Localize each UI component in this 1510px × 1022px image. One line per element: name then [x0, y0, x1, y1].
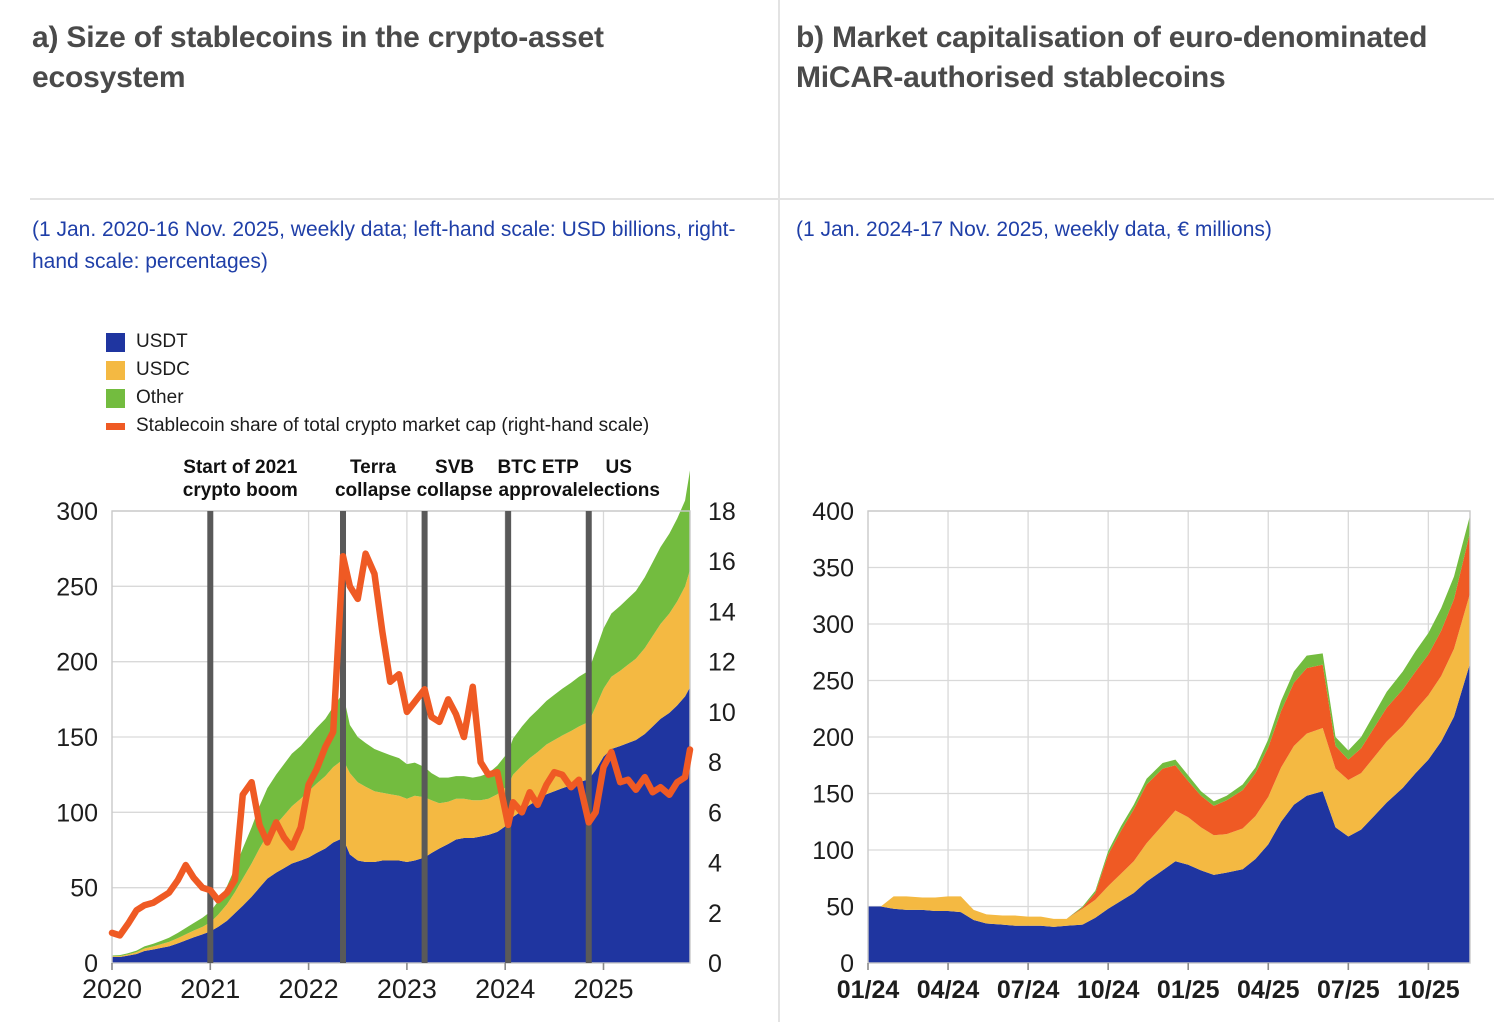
- svg-text:10: 10: [708, 699, 736, 727]
- panel-b-title: b) Market capitalisation of euro-denomin…: [796, 21, 1428, 94]
- legend-item: USDC: [106, 358, 649, 382]
- svg-text:50: 50: [826, 894, 854, 922]
- svg-text:0: 0: [840, 950, 854, 978]
- svg-text:200: 200: [56, 649, 98, 677]
- svg-text:collapse: collapse: [335, 480, 411, 501]
- legend-label-usdc: USDC: [136, 359, 190, 380]
- svg-text:crypto boom: crypto boom: [183, 480, 298, 501]
- svg-text:Start of 2021: Start of 2021: [183, 457, 297, 478]
- panel-a-chart: 0 50 100 150 200 250 300 0 2 4 6 8 10 12 14 16 18 2020 202…: [56, 457, 736, 1004]
- svg-text:8: 8: [708, 749, 722, 777]
- svg-text:300: 300: [56, 498, 98, 526]
- svg-text:07/25: 07/25: [1317, 976, 1380, 1004]
- svg-text:2: 2: [708, 900, 722, 928]
- legend-item: Other: [106, 386, 649, 410]
- svg-text:12: 12: [708, 649, 736, 677]
- legend-item: USDT: [106, 330, 649, 354]
- svg-text:200: 200: [812, 724, 854, 752]
- svg-text:approval: approval: [499, 480, 578, 501]
- svg-text:10/25: 10/25: [1397, 976, 1460, 1004]
- svg-text:350: 350: [812, 555, 854, 583]
- svg-text:2021: 2021: [180, 974, 240, 1004]
- panel-b-chart: 0 50 100 150 200 250 300 350 400 01/24 04/24 07/24 1…: [780, 0, 1510, 1022]
- svg-text:16: 16: [708, 548, 736, 576]
- svg-text:0: 0: [708, 950, 722, 978]
- panel-b-subtitle: (1 Jan. 2024-17 Nov. 2025, weekly data, …: [796, 218, 1272, 241]
- panel-a-subtitle: (1 Jan. 2020-16 Nov. 2025, weekly data; …: [32, 218, 736, 273]
- svg-text:18: 18: [708, 498, 736, 526]
- svg-text:2025: 2025: [573, 974, 633, 1004]
- svg-text:400: 400: [812, 498, 854, 526]
- panel-a: a) Size of stablecoins in the crypto-ass…: [30, 21, 778, 1004]
- svg-text:collapse: collapse: [417, 480, 493, 501]
- panel-a-title: a) Size of stablecoins in the crypto-ass…: [32, 21, 604, 94]
- legend-swatch-usdc: [106, 360, 125, 380]
- svg-text:Terra: Terra: [350, 457, 397, 478]
- svg-text:100: 100: [812, 837, 854, 865]
- legend-item: Stablecoin share of total crypto market …: [106, 414, 649, 438]
- legend-swatch-other: [106, 388, 125, 408]
- svg-text:BTC ETP: BTC ETP: [498, 457, 580, 478]
- legend-swatch-share-line: [106, 422, 125, 430]
- svg-text:04/24: 04/24: [917, 976, 980, 1004]
- panel-a-legend: USDT USDC Other Stablecoin share of tota…: [106, 330, 649, 438]
- svg-text:250: 250: [56, 573, 98, 601]
- svg-text:04/25: 04/25: [1237, 976, 1300, 1004]
- svg-text:10/24: 10/24: [1077, 976, 1140, 1004]
- svg-text:14: 14: [708, 598, 736, 626]
- legend-label-share: Stablecoin share of total crypto market …: [136, 415, 650, 436]
- svg-text:300: 300: [812, 611, 854, 639]
- panel-b: b) Market capitalisation of euro-denomin…: [778, 0, 1510, 1022]
- svg-text:2020: 2020: [82, 974, 142, 1004]
- svg-text:100: 100: [56, 799, 98, 827]
- svg-text:50: 50: [70, 875, 98, 903]
- legend-label-usdt: USDT: [136, 331, 188, 352]
- svg-text:07/24: 07/24: [997, 976, 1060, 1004]
- legend-label-other: Other: [136, 387, 184, 408]
- svg-text:250: 250: [812, 668, 854, 696]
- svg-text:150: 150: [812, 781, 854, 809]
- legend-swatch-usdt: [106, 332, 125, 352]
- svg-text:01/24: 01/24: [837, 976, 900, 1004]
- svg-text:150: 150: [56, 724, 98, 752]
- svg-text:4: 4: [708, 850, 722, 878]
- svg-text:2023: 2023: [377, 974, 437, 1004]
- panel-b-divider: [780, 198, 1494, 200]
- svg-text:SVB: SVB: [435, 457, 474, 478]
- svg-text:US: US: [606, 457, 632, 478]
- svg-text:01/25: 01/25: [1157, 976, 1220, 1004]
- svg-text:6: 6: [708, 799, 722, 827]
- svg-text:elections: elections: [578, 480, 660, 501]
- svg-text:2024: 2024: [475, 974, 535, 1004]
- svg-text:0: 0: [84, 950, 98, 978]
- panel-a-divider: [30, 198, 778, 200]
- svg-text:2022: 2022: [279, 974, 339, 1004]
